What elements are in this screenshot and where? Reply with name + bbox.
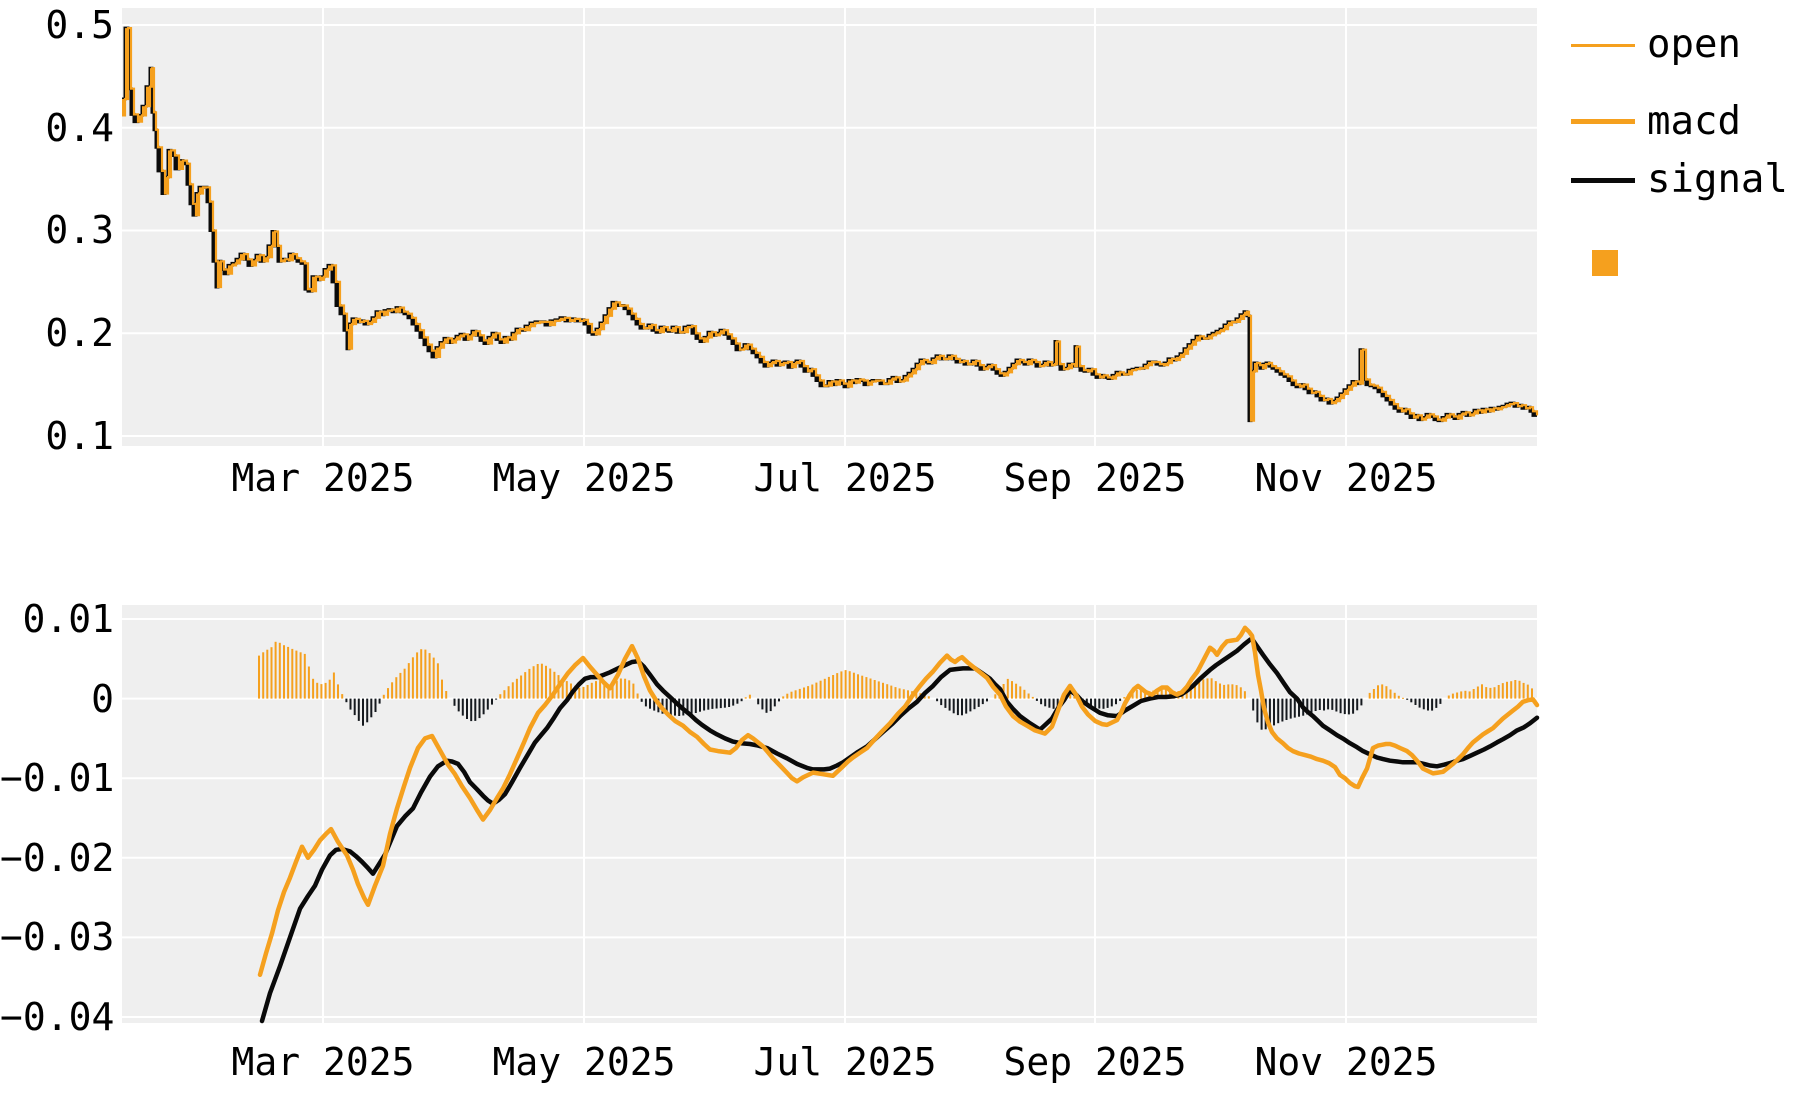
legend-label-macd: macd: [1647, 99, 1741, 144]
bottom-y-tick-label: 0.01: [22, 597, 114, 641]
top-y-tick-label: 0.5: [45, 3, 114, 47]
top-y-tick-label: 0.3: [45, 208, 114, 252]
bottom-y-tick-label: −0.02: [0, 836, 115, 880]
bottom-x-tick-label: May 2025: [492, 1040, 676, 1084]
top-y-tick-label: 0.1: [45, 414, 114, 458]
bottom-x-tick-label: Mar 2025: [231, 1040, 415, 1084]
histogram-square-swatch: [1592, 250, 1618, 276]
open-step-line: [122, 27, 1539, 422]
top-x-tick-label: Sep 2025: [1003, 456, 1187, 500]
signal-line: [259, 636, 1540, 1024]
macd-line: [257, 625, 1540, 978]
bottom-y-tick-label: −0.01: [0, 756, 115, 800]
bottom-x-tick-label: Nov 2025: [1254, 1040, 1438, 1084]
top-x-tick-label: Jul 2025: [753, 456, 937, 500]
top-x-tick-label: Nov 2025: [1254, 456, 1438, 500]
top-y-tick-label: 0.2: [45, 311, 114, 355]
bottom-plot-background: [122, 605, 1537, 1023]
signal-line-swatch: [1571, 178, 1635, 183]
macd-line-swatch: [1571, 119, 1635, 124]
bottom-y-tick-label: −0.03: [0, 915, 115, 959]
legend-label-signal: signal: [1647, 157, 1788, 202]
open-line-swatch: [1571, 44, 1635, 47]
top-y-tick-label: 0.4: [45, 106, 114, 150]
bottom-x-tick-label: Jul 2025: [753, 1040, 937, 1084]
top-x-tick-label: Mar 2025: [231, 456, 415, 500]
bottom-y-tick-label: −0.04: [0, 995, 115, 1039]
bottom-y-tick-label: 0: [91, 677, 114, 721]
legend-label-open: open: [1647, 22, 1741, 67]
bottom-x-tick-label: Sep 2025: [1003, 1040, 1187, 1084]
top-plot-background: [122, 8, 1537, 446]
top-x-tick-label: May 2025: [492, 456, 676, 500]
